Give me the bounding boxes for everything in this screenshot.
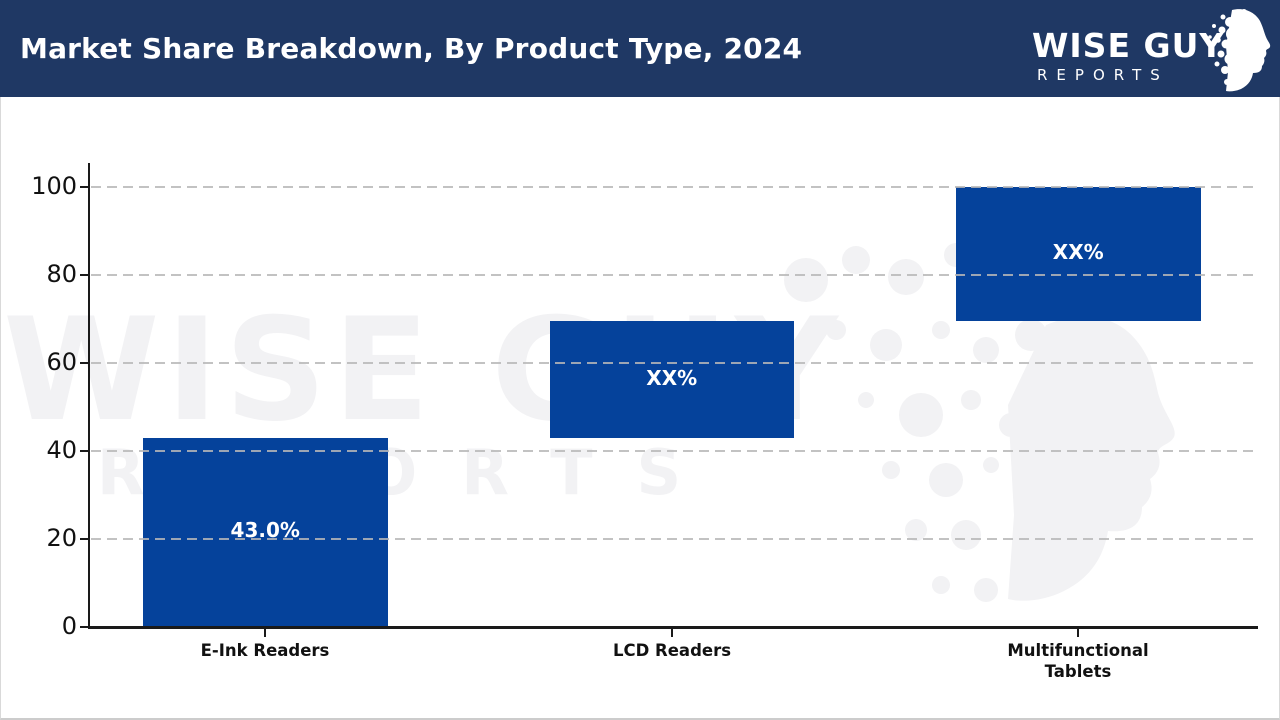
x-axis-tick bbox=[671, 628, 673, 637]
page-title: Market Share Breakdown, By Product Type,… bbox=[20, 32, 803, 65]
x-category-label: LCD Readers bbox=[612, 641, 732, 660]
y-axis bbox=[87, 163, 90, 628]
x-axis-tick bbox=[264, 628, 266, 637]
y-axis-tick bbox=[80, 450, 89, 452]
chart-area: WISE GUY REPORTS 0 20 40 60 80 100 43.0% XX% XX%… bbox=[0, 97, 1280, 720]
header: Market Share Breakdown, By Product Type,… bbox=[0, 0, 1280, 97]
x-axis-tick bbox=[1077, 628, 1079, 637]
y-axis-tick bbox=[80, 626, 89, 628]
wiseguy-logo: WISE GUY REPORTS bbox=[1004, 4, 1272, 94]
x-axis bbox=[87, 626, 1258, 629]
y-tick-label: 0 bbox=[61, 612, 77, 640]
bar bbox=[549, 321, 794, 438]
logo-subline: REPORTS bbox=[1037, 66, 1169, 84]
gridline bbox=[91, 186, 1257, 188]
bar-value-label: 43.0% bbox=[230, 518, 300, 543]
logo-face-icon bbox=[1208, 9, 1271, 92]
gridline bbox=[91, 538, 1257, 540]
y-tick-label: 40 bbox=[46, 436, 77, 464]
y-axis-tick bbox=[80, 362, 89, 364]
y-tick-label: 60 bbox=[46, 348, 77, 376]
bar-value-label: XX% bbox=[1052, 240, 1104, 265]
y-tick-label: 100 bbox=[31, 172, 77, 200]
y-tick-label: 20 bbox=[46, 524, 77, 552]
gridline bbox=[91, 362, 1257, 364]
logo-wordmark: WISE GUY bbox=[1032, 26, 1225, 65]
y-axis-tick bbox=[80, 186, 89, 188]
bar bbox=[143, 437, 388, 627]
y-axis-tick bbox=[80, 538, 89, 540]
gridline bbox=[91, 450, 1257, 452]
x-category-label: E-Ink Readers bbox=[200, 641, 330, 660]
x-category-label: Multifunctional Tablets bbox=[1007, 641, 1149, 681]
bar-value-label: XX% bbox=[646, 365, 698, 390]
gridline bbox=[91, 274, 1257, 276]
y-tick-label: 80 bbox=[46, 260, 77, 288]
bar bbox=[956, 187, 1201, 322]
y-axis-tick bbox=[80, 274, 89, 276]
